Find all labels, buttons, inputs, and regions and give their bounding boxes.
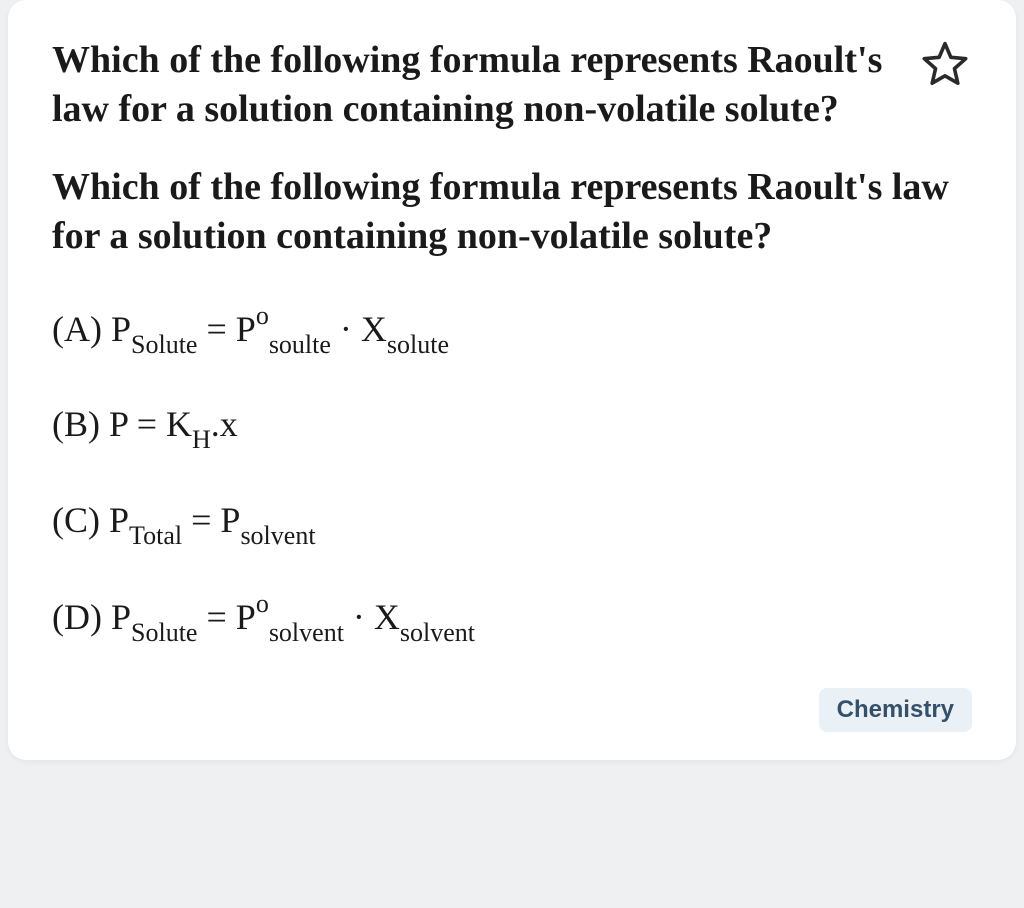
option-c[interactable]: (C) PTotal = Psolvent	[52, 495, 972, 551]
option-c-label: (C)	[52, 500, 109, 540]
bookmark-star-button[interactable]	[918, 38, 972, 92]
option-d-label: (D)	[52, 597, 111, 637]
option-d-formula: PSolute = Posolvent · Xsolvent	[111, 597, 475, 637]
question-subtitle: Which of the following formula represent…	[52, 163, 972, 262]
txt: solvent	[269, 618, 344, 647]
header-row: Which of the following formula represent…	[52, 36, 972, 135]
txt: solvent	[240, 521, 315, 550]
txt: Solute	[131, 618, 197, 647]
option-b-formula: P = KH.x	[109, 404, 238, 444]
question-card: Which of the following formula represent…	[8, 0, 1016, 760]
option-b-label: (B)	[52, 404, 109, 444]
txt: P	[220, 500, 240, 540]
txt: ·	[331, 309, 361, 349]
option-a-label: (A)	[52, 309, 111, 349]
txt: P	[109, 404, 128, 444]
txt: P	[111, 309, 131, 349]
txt: X	[374, 597, 400, 637]
option-b[interactable]: (B) P = KH.x	[52, 399, 972, 455]
txt: =	[197, 309, 235, 349]
txt: .x	[211, 404, 238, 444]
question-title: Which of the following formula represent…	[52, 36, 894, 135]
option-c-formula: PTotal = Psolvent	[109, 500, 316, 540]
txt: P	[111, 597, 131, 637]
txt: ·	[344, 597, 374, 637]
txt: o	[256, 301, 269, 330]
txt: Solute	[131, 330, 197, 359]
txt: K	[166, 404, 192, 444]
txt: P	[236, 309, 256, 349]
txt: o	[256, 589, 269, 618]
txt: P	[109, 500, 129, 540]
txt: =	[182, 500, 220, 540]
txt: solvent	[400, 618, 475, 647]
option-a-formula: PSolute = Posoulte · Xsolute	[111, 309, 449, 349]
star-outline-icon	[918, 38, 972, 92]
tag-row: Chemistry	[52, 688, 972, 732]
txt: =	[197, 597, 235, 637]
txt: P	[236, 597, 256, 637]
option-a[interactable]: (A) PSolute = Posoulte · Xsolute	[52, 302, 972, 360]
options-list: (A) PSolute = Posoulte · Xsolute (B) P =…	[52, 302, 972, 648]
txt: soulte	[269, 330, 331, 359]
txt: solute	[387, 330, 449, 359]
txt: X	[361, 309, 387, 349]
subject-tag[interactable]: Chemistry	[819, 688, 972, 732]
txt: Total	[129, 521, 182, 550]
txt: H	[192, 425, 211, 454]
option-d[interactable]: (D) PSolute = Posolvent · Xsolvent	[52, 590, 972, 648]
txt: =	[128, 404, 166, 444]
